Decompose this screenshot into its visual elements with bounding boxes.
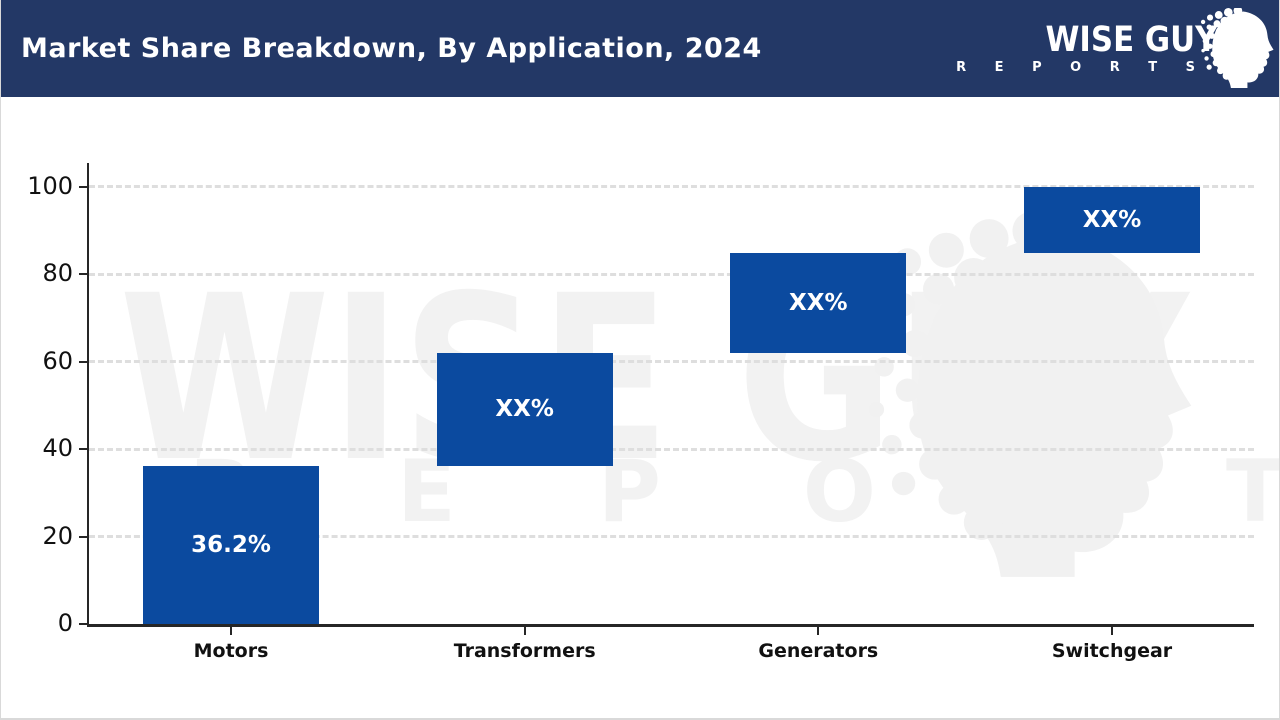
x-tick-mark	[523, 627, 526, 635]
x-category-label: Transformers	[453, 640, 596, 662]
x-tick-mark	[230, 627, 232, 635]
grid-line	[89, 447, 1254, 451]
x-axis-spine	[87, 624, 1254, 627]
y-tick-mark	[79, 623, 88, 625]
x-category-label: Motors	[193, 640, 269, 662]
y-tick-label: 40	[42, 434, 73, 462]
y-tick-mark	[79, 273, 88, 275]
logo-face-icon	[1200, 8, 1274, 88]
bar-value-label: XX%	[495, 396, 554, 423]
y-tick-label: 100	[27, 171, 73, 200]
y-tick-label: 80	[42, 259, 73, 287]
bar-value-label: 36.2%	[191, 531, 271, 558]
y-tick-label: 0	[57, 609, 73, 637]
logo-subtext: R E P O R T S	[956, 60, 1207, 75]
y-tick-label: 60	[42, 346, 73, 375]
x-category-label: Generators	[758, 640, 879, 662]
grid-line	[89, 535, 1254, 538]
y-axis-spine	[87, 163, 89, 625]
logo-wordmark: WISE GUY	[1045, 20, 1217, 60]
y-tick-mark	[79, 185, 88, 188]
x-category-label: Switchgear	[1051, 640, 1173, 662]
grid-line	[89, 272, 1254, 276]
bar-generators: XX%	[730, 252, 907, 354]
y-tick-label: 20	[42, 521, 73, 550]
bar-value-label: XX%	[1082, 206, 1142, 233]
x-tick-mark	[1111, 627, 1113, 635]
y-tick-mark	[79, 535, 88, 538]
page-title: Market Share Breakdown, By Application, …	[21, 33, 762, 64]
bar-motors: 36.2%	[143, 465, 319, 624]
y-tick-mark	[79, 360, 88, 363]
logo: WISE GUY R E P O R T S	[956, 0, 1279, 97]
grid-line	[89, 185, 1254, 188]
header: Market Share Breakdown, By Application, …	[1, 0, 1279, 97]
x-tick-mark	[817, 627, 820, 635]
bar-transformers: XX%	[436, 353, 613, 466]
bar-value-label: XX%	[789, 289, 848, 316]
y-tick-mark	[79, 448, 88, 450]
bar-switchgear: XX%	[1024, 186, 1200, 253]
grid-line	[89, 360, 1254, 363]
